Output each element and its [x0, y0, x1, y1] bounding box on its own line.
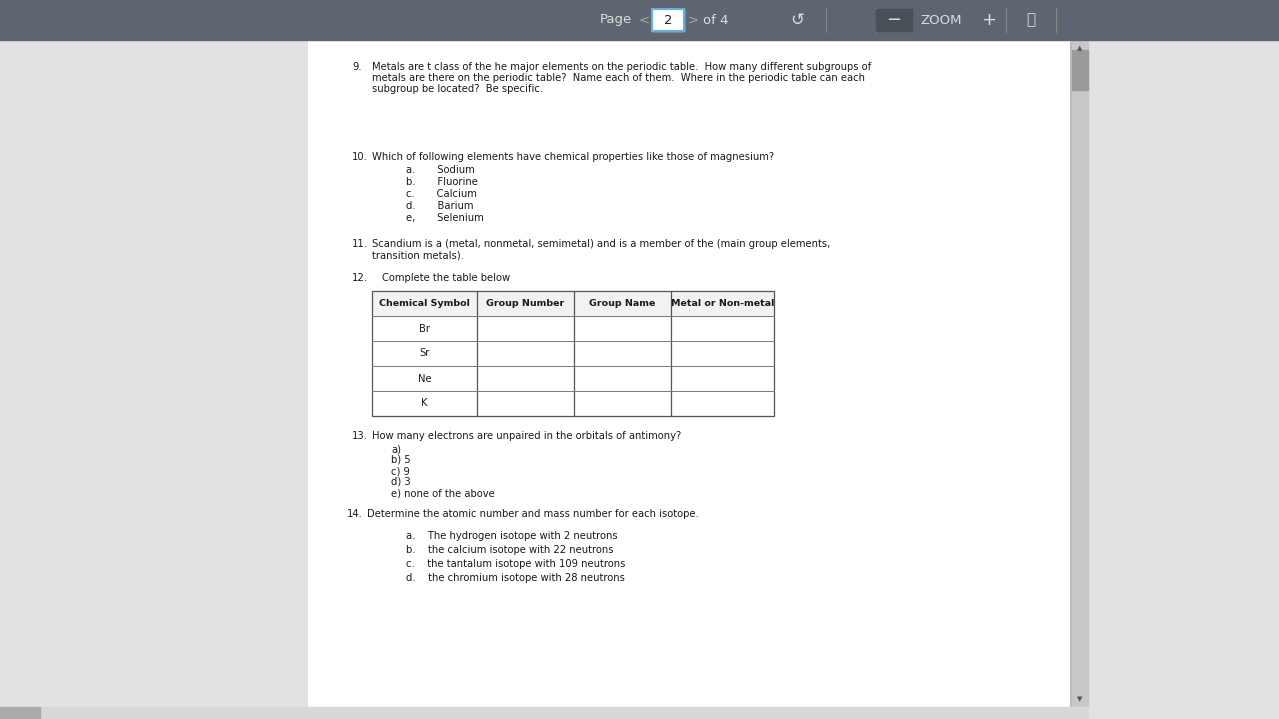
Text: d.       Barium: d. Barium [405, 201, 473, 211]
Text: 10.: 10. [352, 152, 368, 162]
Text: Scandium is a (metal, nonmetal, semimetal) and is a member of the (main group el: Scandium is a (metal, nonmetal, semimeta… [372, 239, 830, 249]
Text: Determine the atomic number and mass number for each isotope.: Determine the atomic number and mass num… [367, 509, 698, 519]
Text: How many electrons are unpaired in the orbitals of antimony?: How many electrons are unpaired in the o… [372, 431, 682, 441]
Text: Metals are t class of the he major elements on the periodic table.  How many dif: Metals are t class of the he major eleme… [372, 62, 871, 72]
Text: ▼: ▼ [1077, 696, 1083, 702]
Text: a.    The hydrogen isotope with 2 neutrons: a. The hydrogen isotope with 2 neutrons [405, 531, 618, 541]
Text: K: K [421, 398, 427, 408]
Text: Group Name: Group Name [590, 299, 656, 308]
Text: Ne: Ne [418, 373, 431, 383]
Text: of 4: of 4 [703, 14, 729, 27]
Text: d) 3: d) 3 [391, 477, 411, 487]
Text: transition metals).: transition metals). [372, 250, 464, 260]
Text: 11.: 11. [352, 239, 368, 249]
Text: a.       Sodium: a. Sodium [405, 165, 475, 175]
Text: c) 9: c) 9 [391, 466, 409, 476]
Bar [652, 9, 684, 31]
Text: c.       Calcium: c. Calcium [405, 189, 477, 199]
Text: Sr: Sr [420, 349, 430, 359]
Bar [310, 42, 1074, 709]
Text: Page: Page [600, 14, 632, 27]
Text: e) none of the above: e) none of the above [391, 488, 495, 498]
Bar [372, 291, 774, 316]
Text: 12.: 12. [352, 273, 368, 283]
Text: b) 5: b) 5 [391, 455, 411, 465]
Text: 14.: 14. [347, 509, 363, 519]
Text: 2: 2 [664, 14, 673, 27]
Bar [0, 707, 1088, 719]
Text: Which of following elements have chemical properties like those of magnesium?: Which of following elements have chemica… [372, 152, 774, 162]
Text: b.    the calcium isotope with 22 neutrons: b. the calcium isotope with 22 neutrons [405, 545, 614, 555]
Text: ▲: ▲ [1077, 45, 1083, 51]
Text: 9.: 9. [352, 62, 362, 72]
Text: Group Number: Group Number [486, 299, 564, 308]
Text: Chemical Symbol: Chemical Symbol [379, 299, 469, 308]
Text: a): a) [391, 444, 402, 454]
Text: Metal or Non-metal: Metal or Non-metal [670, 299, 774, 308]
Text: ⤢: ⤢ [1027, 12, 1036, 27]
Text: d.    the chromium isotope with 28 neutrons: d. the chromium isotope with 28 neutrons [405, 573, 625, 583]
Text: 13.: 13. [352, 431, 368, 441]
Bar [876, 9, 912, 31]
Text: +: + [981, 11, 996, 29]
Text: e,       Selenium: e, Selenium [405, 213, 483, 223]
Text: Complete the table below: Complete the table below [382, 273, 510, 283]
Text: <: < [638, 14, 650, 27]
Text: ↺: ↺ [790, 11, 804, 29]
Text: ZOOM: ZOOM [921, 14, 962, 27]
Text: −: − [886, 11, 902, 29]
Bar [0, 0, 1279, 40]
Bar [372, 291, 774, 416]
Text: subgroup be located?  Be specific.: subgroup be located? Be specific. [372, 84, 544, 94]
Text: c.    the tantalum isotope with 109 neutrons: c. the tantalum isotope with 109 neutron… [405, 559, 625, 569]
Bar [308, 40, 1071, 707]
Bar [652, 9, 684, 31]
Text: metals are there on the periodic table?  Name each of them.  Where in the period: metals are there on the periodic table? … [372, 73, 865, 83]
Text: Br: Br [420, 324, 430, 334]
Text: b.       Fluorine: b. Fluorine [405, 177, 478, 187]
Bar [1072, 40, 1088, 707]
Bar [1072, 50, 1088, 90]
Bar [0, 707, 40, 719]
Text: >: > [687, 14, 698, 27]
